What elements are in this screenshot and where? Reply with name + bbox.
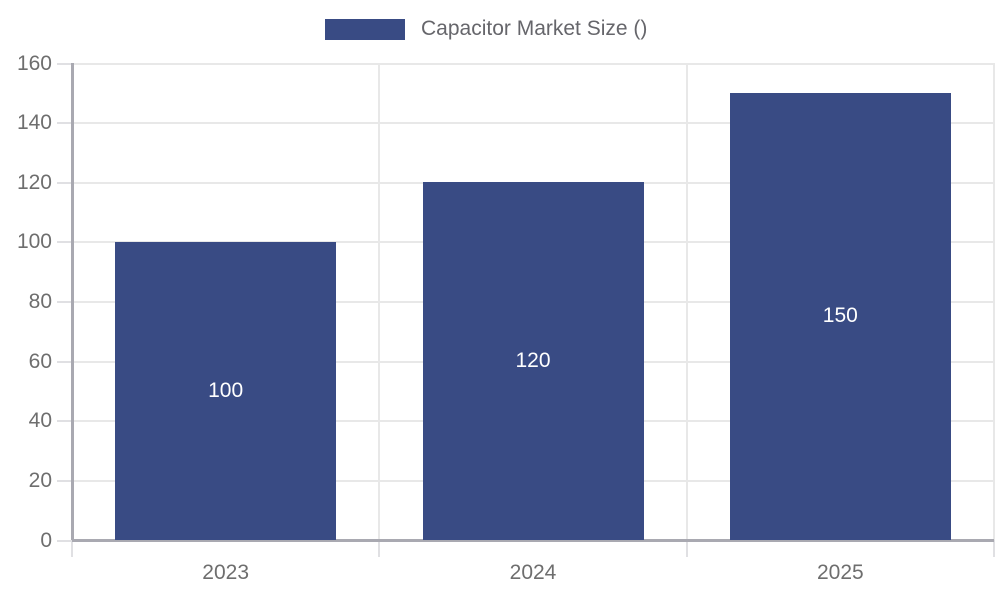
y-axis-line [71,63,74,540]
gridline-vertical [378,63,381,540]
y-axis-tick-label: 20 [28,468,52,492]
y-axis-tick-label: 80 [28,290,52,313]
gridline-vertical [993,63,995,540]
bar[interactable] [422,182,644,540]
x-axis-tick-label: 2023 [202,561,250,584]
legend[interactable]: Capacitor Market Size () [325,17,647,41]
bar-value-label: 120 [515,349,551,373]
y-axis-tick-label: 0 [40,528,52,552]
y-axis-tick [57,122,72,125]
gridline-vertical [685,63,688,540]
y-axis-tick [57,181,72,184]
y-axis-tick-label: 120 [16,170,52,194]
y-axis-tick [57,301,72,303]
y-axis-tick-label: 40 [28,409,52,433]
y-axis-tick-label: 100 [16,230,52,254]
bar[interactable] [729,92,951,540]
gridline-horizontal [72,62,994,65]
legend-swatch-icon [325,18,405,40]
y-axis-tick-label: 140 [16,111,52,135]
gridline-horizontal [72,122,994,125]
bar-value-label: 150 [822,304,858,328]
y-axis-tick [57,420,72,423]
x-axis-tick [71,540,73,557]
y-axis-tick-label: 60 [28,349,52,373]
x-axis-tick [378,540,381,557]
y-axis-tick [57,539,72,542]
y-axis-tick [57,360,72,363]
bar[interactable] [115,241,337,540]
y-axis-tick-label: 160 [16,51,52,75]
y-axis-tick [57,479,72,482]
legend-label: Capacitor Market Size () [421,17,648,40]
x-axis-tick-label: 2024 [509,561,557,584]
y-axis-tick [57,241,72,244]
x-axis-tick-label: 2025 [816,561,864,584]
x-axis-tick [685,540,688,557]
x-axis-tick [993,540,995,557]
x-axis-line [72,538,994,542]
y-axis-tick [57,62,72,65]
bar-value-label: 100 [208,378,244,402]
